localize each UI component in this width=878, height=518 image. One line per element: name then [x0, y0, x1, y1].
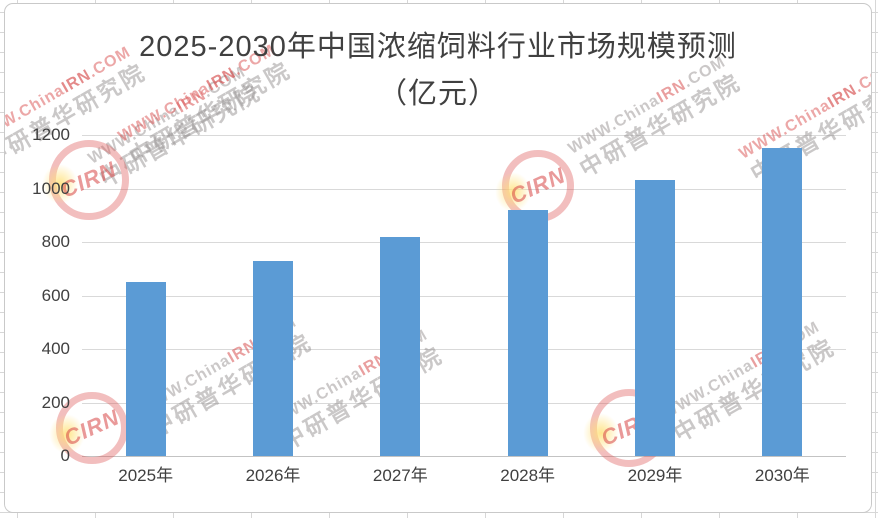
x-tick-label-2030年: 2030年 — [754, 466, 810, 485]
bar-2026年 — [252, 261, 293, 456]
bar-cell-2029年 — [591, 135, 718, 456]
bar-cell-2026年 — [209, 135, 336, 456]
gridline-600 — [82, 296, 846, 297]
bar-2030年 — [762, 148, 803, 456]
chart-title-line2: （亿元） — [377, 78, 498, 110]
chart-title-line1: 2025-2030年中国浓缩饲料行业市场规模预测 — [139, 31, 737, 63]
bar-2029年 — [634, 180, 675, 456]
x-tick-label-2029年: 2029年 — [627, 466, 683, 485]
bar-series — [82, 135, 846, 456]
y-tick-label-200: 200 — [41, 393, 70, 412]
y-tick-label-600: 600 — [41, 286, 70, 305]
x-tick-label-2026年: 2026年 — [245, 466, 301, 485]
x-axis: 2025年 2026年 2027年 2028年 2029年 2030年 — [82, 463, 846, 489]
gridline-200 — [82, 403, 846, 404]
bar-2027年 — [380, 237, 421, 456]
gridline-1200 — [82, 135, 846, 136]
gridline-800 — [82, 242, 846, 243]
y-tick-label-0: 0 — [60, 446, 70, 465]
bar-2028年 — [507, 210, 548, 456]
y-tick-label-1000: 1000 — [32, 179, 70, 198]
chart-title: 2025-2030年中国浓缩饲料行业市场规模预测 （亿元） — [5, 24, 871, 118]
y-tick-label-400: 400 — [41, 339, 70, 358]
gridline-1000 — [82, 189, 846, 190]
bar-cell-2027年 — [337, 135, 464, 456]
chart-object[interactable]: WWW.ChinaIRN.COM 中研普华研究院 WWW.ChinaIRN.CO… — [4, 3, 872, 513]
x-tick-label-2025年: 2025年 — [118, 466, 174, 485]
bar-cell-2030年 — [719, 135, 846, 456]
x-tick-label-2028年: 2028年 — [500, 466, 556, 485]
y-tick-label-800: 800 — [41, 232, 70, 251]
bar-cell-2028年 — [464, 135, 591, 456]
gridline-400 — [82, 349, 846, 350]
plot-area — [82, 135, 846, 457]
x-tick-label-2027年: 2027年 — [372, 466, 428, 485]
bar-2025年 — [125, 282, 166, 456]
bar-cell-2025年 — [82, 135, 209, 456]
y-tick-label-1200: 1200 — [32, 125, 70, 144]
